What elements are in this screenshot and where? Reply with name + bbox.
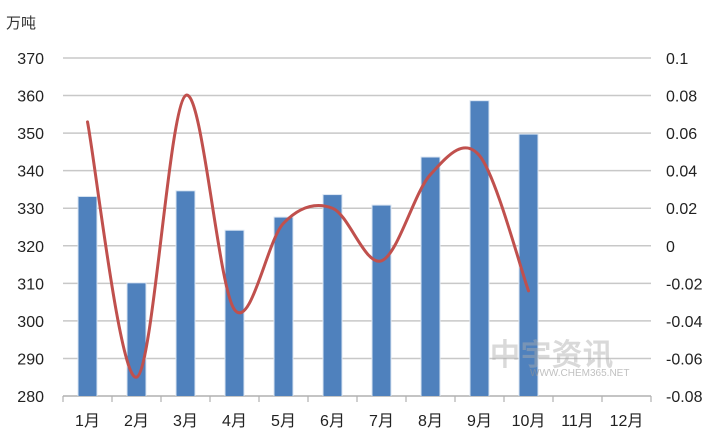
x-axis-category-label: 9月 [467,413,492,430]
bar [470,101,489,396]
bar [274,217,293,396]
left-axis-tick: 370 [17,51,44,68]
bar [176,191,195,396]
left-axis-tick: 320 [17,239,44,256]
left-axis-tick: 360 [17,89,44,106]
yoy-line [86,94,530,379]
bar [372,205,391,396]
x-axis-category-label: 11月 [561,413,594,430]
right-axis-tick: 0 [666,239,675,256]
x-axis-category-label: 5月 [271,413,296,430]
right-axis-tick: 0.06 [666,126,697,143]
x-axis-category-label: 2月 [124,413,149,430]
bar [78,196,97,396]
left-axis-tick: 330 [17,201,44,218]
right-axis-tick: -0.02 [666,276,703,293]
bar [323,195,342,396]
right-axis-tick: -0.04 [666,314,703,331]
bar [225,230,244,396]
bar [519,134,538,396]
left-axis-tick: 310 [17,276,44,293]
x-axis-category-label: 7月 [369,413,394,430]
bar [127,283,146,396]
right-axis-tick: -0.08 [666,389,703,406]
left-axis-tick: 290 [17,351,44,368]
y-axis-unit-label: 万吨 [6,15,37,32]
right-axis-tick: 0.02 [666,201,697,218]
x-axis-category-label: 4月 [222,413,247,430]
right-axis-tick: 0.1 [666,51,688,68]
x-axis-category-label: 3月 [173,413,198,430]
left-axis-tick: 280 [17,389,44,406]
right-axis-tick: 0.04 [666,164,697,181]
x-axis-category-label: 10月 [512,413,546,430]
x-axis-category-label: 1月 [75,413,100,430]
left-axis-tick: 340 [17,164,44,181]
bar [421,157,440,396]
left-axis-tick: 350 [17,126,44,143]
right-axis-tick: 0.08 [666,89,697,106]
x-axis-category-label: 6月 [320,413,345,430]
x-axis-category-label: 12月 [610,413,644,430]
right-axis-tick: -0.06 [666,351,703,368]
watermark-logo: 中宇资讯 [490,339,614,372]
left-axis-tick: 300 [17,314,44,331]
watermark-url: WWW.CHEM365.NET [530,368,630,379]
x-axis-category-label: 8月 [418,413,443,430]
